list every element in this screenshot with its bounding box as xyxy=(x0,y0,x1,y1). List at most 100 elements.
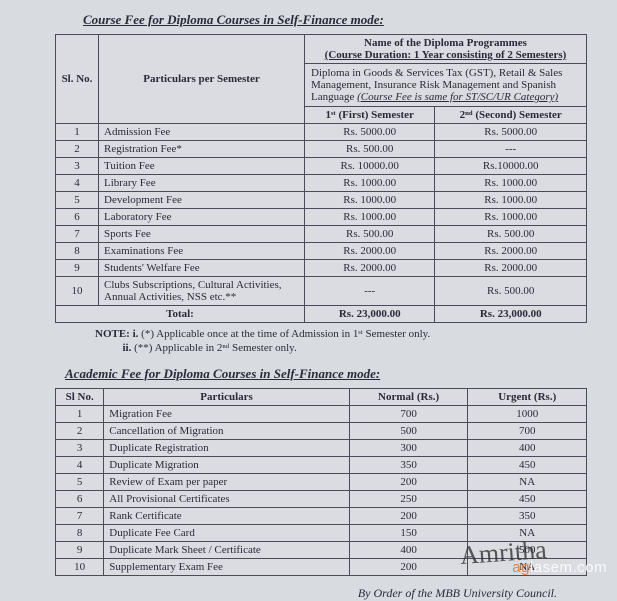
total-label: Total: xyxy=(56,306,305,323)
cell-sl: 2 xyxy=(56,422,104,439)
t2-th-urgent: Urgent (Rs.) xyxy=(468,388,587,405)
prog-title: Name of the Diploma Programmes xyxy=(364,37,527,49)
cell-particular: Tuition Fee xyxy=(99,158,305,175)
cell-sem1: --- xyxy=(305,277,435,306)
cell-normal: 500 xyxy=(349,422,468,439)
cell-sl: 8 xyxy=(56,524,104,541)
cell-sl: 1 xyxy=(56,124,99,141)
cell-sl: 9 xyxy=(56,541,104,558)
cell-urgent: 450 xyxy=(468,456,587,473)
cell-particular: Duplicate Migration xyxy=(104,456,349,473)
table-row: 3Tuition FeeRs. 10000.00Rs.10000.00 xyxy=(56,158,587,175)
cell-sl: 10 xyxy=(56,558,104,575)
cell-sem2: Rs. 2000.00 xyxy=(435,260,587,277)
cell-normal: 250 xyxy=(349,490,468,507)
cell-sl: 1 xyxy=(56,405,104,422)
cell-particular: Examinations Fee xyxy=(99,243,305,260)
table-row: 5Development FeeRs. 1000.00Rs. 1000.00 xyxy=(56,192,587,209)
cell-particular: Admission Fee xyxy=(99,124,305,141)
th-particulars: Particulars per Semester xyxy=(99,35,305,124)
cell-sem1: Rs. 500.00 xyxy=(305,226,435,243)
cell-particular: Duplicate Registration xyxy=(104,439,349,456)
cell-sl: 7 xyxy=(56,226,99,243)
cell-sem2: --- xyxy=(435,141,587,158)
cell-sem1: Rs. 10000.00 xyxy=(305,158,435,175)
watermark-ag: ag xyxy=(512,559,530,576)
total-sem1: Rs. 23,000.00 xyxy=(305,306,435,323)
table-row: 4Duplicate Migration350450 xyxy=(56,456,587,473)
section1-title: Course Fee for Diploma Courses in Self-F… xyxy=(83,12,587,28)
cell-sl: 4 xyxy=(56,456,104,473)
cell-particular: Library Fee xyxy=(99,175,305,192)
cell-sem2: Rs. 1000.00 xyxy=(435,192,587,209)
cell-sem2: Rs. 500.00 xyxy=(435,277,587,306)
cell-particular: Students' Welfare Fee xyxy=(99,260,305,277)
table-row: 9Students' Welfare FeeRs. 2000.00Rs. 200… xyxy=(56,260,587,277)
table-row: 5Review of Exam per paper200NA xyxy=(56,473,587,490)
section2-title: Academic Fee for Diploma Courses in Self… xyxy=(65,366,587,382)
cell-sem2: Rs. 1000.00 xyxy=(435,175,587,192)
cell-urgent: NA xyxy=(468,473,587,490)
cell-normal: 200 xyxy=(349,507,468,524)
table-row: 7Rank Certificate200350 xyxy=(56,507,587,524)
note: NOTE: i. (*) Applicable once at the time… xyxy=(95,327,587,356)
cell-particular: Clubs Subscriptions, Cultural Activities… xyxy=(99,277,305,306)
cell-sem2: Rs. 500.00 xyxy=(435,226,587,243)
table-row: 2Registration Fee*Rs. 500.00--- xyxy=(56,141,587,158)
th-sem1: 1ˢᵗ (First) Semester xyxy=(305,107,435,124)
watermark-rest: lasem.com xyxy=(530,559,607,576)
cell-sem1: Rs. 2000.00 xyxy=(305,243,435,260)
note-text-1: (*) Applicable once at the time of Admis… xyxy=(138,328,430,340)
cell-urgent: 1000 xyxy=(468,405,587,422)
table-row: 4Library FeeRs. 1000.00Rs. 1000.00 xyxy=(56,175,587,192)
cell-sl: 8 xyxy=(56,243,99,260)
cell-sem1: Rs. 1000.00 xyxy=(305,209,435,226)
cell-sl: 6 xyxy=(56,209,99,226)
table-row: 10Clubs Subscriptions, Cultural Activiti… xyxy=(56,277,587,306)
cell-particular: Cancellation of Migration xyxy=(104,422,349,439)
th-sl: Sl. No. xyxy=(56,35,99,124)
table-row: 6All Provisional Certificates250450 xyxy=(56,490,587,507)
cell-sem1: Rs. 1000.00 xyxy=(305,192,435,209)
cell-sl: 7 xyxy=(56,507,104,524)
table-row: 8Examinations FeeRs. 2000.00Rs. 2000.00 xyxy=(56,243,587,260)
cell-sl: 2 xyxy=(56,141,99,158)
cell-sem2: Rs.10000.00 xyxy=(435,158,587,175)
th-sem2: 2ⁿᵈ (Second) Semester xyxy=(435,107,587,124)
cell-particular: Laboratory Fee xyxy=(99,209,305,226)
course-fee-table: Sl. No. Particulars per Semester Name of… xyxy=(55,34,587,323)
table-row: 1Admission FeeRs. 5000.00Rs. 5000.00 xyxy=(56,124,587,141)
prog-desc: Diploma in Goods & Services Tax (GST), R… xyxy=(305,64,587,107)
cell-particular: Migration Fee xyxy=(104,405,349,422)
prog-sub: (Course Duration: 1 Year consisting of 2… xyxy=(325,49,567,61)
watermark: aglasem.com xyxy=(512,559,607,576)
cell-sl: 3 xyxy=(56,439,104,456)
cell-sl: 6 xyxy=(56,490,104,507)
cell-particular: Development Fee xyxy=(99,192,305,209)
note-label-1: NOTE: i. xyxy=(95,328,138,340)
cell-particular: All Provisional Certificates xyxy=(104,490,349,507)
cell-particular: Duplicate Mark Sheet / Certificate xyxy=(104,541,349,558)
cell-particular: Registration Fee* xyxy=(99,141,305,158)
cell-sl: 3 xyxy=(56,158,99,175)
cell-normal: 400 xyxy=(349,541,468,558)
cell-urgent: 450 xyxy=(468,490,587,507)
cell-particular: Supplementary Exam Fee xyxy=(104,558,349,575)
table-row: 7Sports FeeRs. 500.00Rs. 500.00 xyxy=(56,226,587,243)
table-row: 6Laboratory FeeRs. 1000.00Rs. 1000.00 xyxy=(56,209,587,226)
table-row: 2Cancellation of Migration500700 xyxy=(56,422,587,439)
t2-th-sl: Sl No. xyxy=(56,388,104,405)
cell-normal: 700 xyxy=(349,405,468,422)
cell-sem1: Rs. 5000.00 xyxy=(305,124,435,141)
t2-th-part: Particulars xyxy=(104,388,349,405)
cell-sem2: Rs. 2000.00 xyxy=(435,243,587,260)
cell-sem1: Rs. 2000.00 xyxy=(305,260,435,277)
cell-sem2: Rs. 5000.00 xyxy=(435,124,587,141)
table-row: 3Duplicate Registration300400 xyxy=(56,439,587,456)
cell-sl: 10 xyxy=(56,277,99,306)
cell-normal: 300 xyxy=(349,439,468,456)
t2-th-normal: Normal (Rs.) xyxy=(349,388,468,405)
cell-urgent: 700 xyxy=(468,422,587,439)
cell-urgent: 400 xyxy=(468,439,587,456)
prog-desc-fee: (Course Fee is same for ST/SC/UR Categor… xyxy=(357,91,558,103)
